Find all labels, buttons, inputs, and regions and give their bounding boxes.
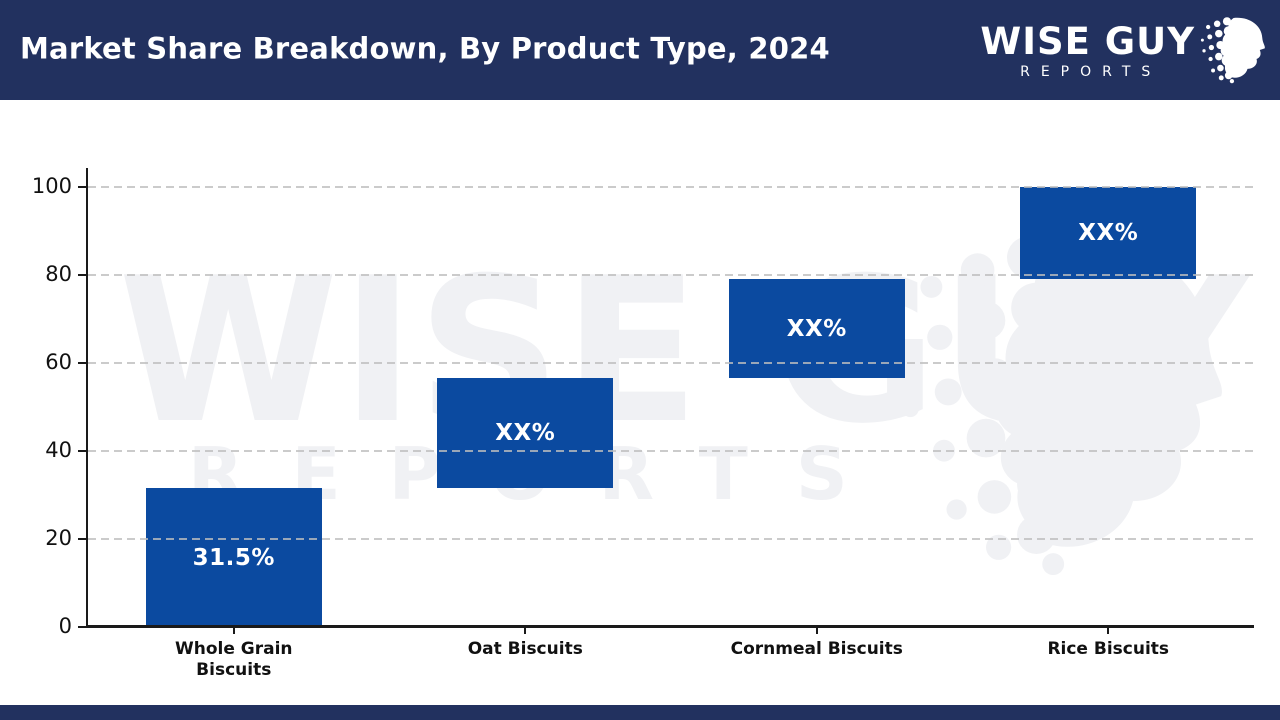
category-label: Cornmeal Biscuits (730, 639, 903, 659)
y-axis-tick (78, 450, 87, 452)
y-axis-tick (78, 538, 87, 540)
y-axis-tick (78, 362, 87, 364)
y-axis-line (86, 168, 88, 628)
footer-bar (0, 705, 1280, 720)
bar: XX% (728, 279, 905, 379)
y-axis-tick-label: 20 (45, 526, 72, 550)
logo-reports-text: REPORTS (1020, 64, 1162, 80)
category-label: Oat Biscuits (467, 639, 583, 659)
y-axis-tick-label: 40 (45, 438, 72, 462)
x-axis-tick (815, 628, 818, 634)
x-axis-tick (1107, 628, 1110, 634)
category-label: Rice Biscuits (1047, 639, 1170, 659)
bar-value-label: 31.5% (192, 544, 275, 571)
y-axis-tick-label: 0 (58, 614, 72, 638)
y-axis-tick-label: 80 (45, 262, 72, 286)
bar: 31.5% (145, 488, 322, 627)
x-axis-tick (524, 628, 527, 634)
category-label: Whole Grain Biscuits (174, 639, 293, 680)
gridline (88, 362, 1254, 364)
chart-title: Market Share Breakdown, By Product Type,… (20, 31, 830, 66)
y-axis-tick (78, 274, 87, 276)
bar: XX% (1020, 187, 1197, 280)
x-axis-tick (232, 628, 235, 634)
logo: WISE GUY REPORTS (980, 0, 1270, 100)
y-axis-tick-label: 100 (31, 174, 72, 198)
bar: XX% (437, 378, 614, 489)
y-axis-tick (78, 186, 87, 188)
header: Market Share Breakdown, By Product Type,… (0, 0, 1280, 100)
bar-value-label: XX% (495, 420, 556, 447)
gridline (88, 538, 1254, 540)
bar-value-label: XX% (1078, 220, 1139, 247)
y-axis-tick-label: 60 (45, 350, 72, 374)
y-axis-tick (78, 626, 87, 628)
bar-value-label: XX% (786, 315, 847, 342)
gridline (88, 186, 1254, 188)
logo-head-icon (1200, 17, 1265, 84)
gridline (88, 274, 1254, 276)
x-axis-line (86, 625, 1254, 628)
logo-wordmark: WISE GUY (980, 20, 1195, 63)
gridline (88, 450, 1254, 452)
logo-text: WISE GUY REPORTS (980, 20, 1195, 81)
